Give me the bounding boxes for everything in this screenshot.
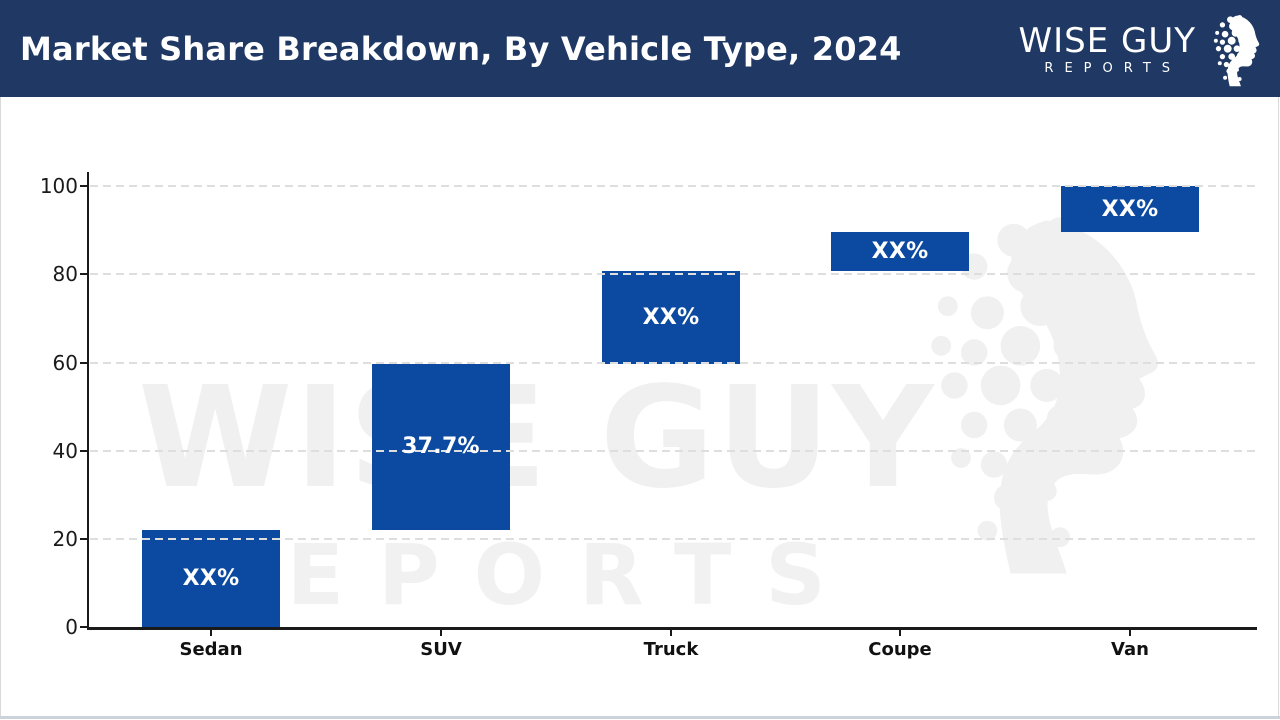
y-tick-label-20: 20 bbox=[52, 526, 78, 551]
watermark-text-2: REPORTS bbox=[188, 526, 860, 624]
x-tick-label-sedan: Sedan bbox=[179, 639, 243, 660]
bar-value-label-sedan: XX% bbox=[182, 566, 240, 591]
y-tick-label-100: 100 bbox=[39, 174, 78, 199]
bar-truck bbox=[602, 271, 740, 364]
bar-sedan bbox=[142, 530, 280, 627]
x-tick-coupe bbox=[899, 630, 901, 636]
x-tick-label-suv: SUV bbox=[420, 639, 462, 660]
bar-value-label-coupe: XX% bbox=[871, 239, 929, 265]
bar-value-label-suv: 37.7% bbox=[402, 434, 480, 460]
brand-logo: WISE GUY REPORTS bbox=[1018, 8, 1266, 92]
gridline-40 bbox=[90, 449, 1257, 452]
y-tick-label-80: 80 bbox=[52, 262, 78, 287]
chart-area: WISE GUY REPORTS 0 20 40 60 80 100 XX% Sedan 37.… bbox=[0, 97, 1280, 716]
y-tick-20 bbox=[80, 537, 88, 540]
x-tick-suv bbox=[440, 630, 442, 636]
y-tick-label-60: 60 bbox=[52, 350, 78, 375]
y-axis-line bbox=[87, 172, 89, 629]
x-tick-label-van: Van bbox=[1111, 639, 1149, 660]
brand-name: WISE GUY bbox=[1018, 21, 1196, 62]
bar-suv bbox=[372, 363, 510, 530]
y-tick-0 bbox=[80, 626, 88, 628]
x-tick-label-truck: Truck bbox=[643, 639, 699, 660]
y-tick-80 bbox=[80, 273, 88, 276]
header-bar: Market Share Breakdown, By Vehicle Type,… bbox=[0, 0, 1280, 97]
x-axis-line bbox=[87, 627, 1257, 630]
x-tick-van bbox=[1129, 630, 1131, 636]
y-tick-40 bbox=[80, 449, 88, 452]
brand-logo-text: WISE GUY REPORTS bbox=[1018, 21, 1196, 76]
x-tick-sedan bbox=[210, 630, 212, 636]
footer-strip bbox=[0, 716, 1280, 719]
brand-subname: REPORTS bbox=[1044, 60, 1182, 76]
y-tick-label-40: 40 bbox=[52, 438, 78, 463]
page-right-border bbox=[1278, 97, 1279, 717]
y-tick-100 bbox=[80, 185, 88, 188]
bar-van bbox=[1061, 186, 1199, 233]
x-tick-truck bbox=[670, 630, 672, 636]
y-tick-60 bbox=[80, 361, 88, 364]
watermark-text-1: WISE GUY bbox=[138, 357, 936, 520]
bar-value-label-truck: XX% bbox=[642, 305, 700, 331]
bar-value-label-van: XX% bbox=[1101, 196, 1159, 222]
bar-coupe bbox=[831, 232, 969, 272]
x-tick-label-coupe: Coupe bbox=[868, 639, 932, 660]
page-left-border bbox=[0, 97, 1, 717]
y-tick-label-0: 0 bbox=[65, 615, 78, 639]
page-title: Market Share Breakdown, By Vehicle Type,… bbox=[20, 29, 902, 68]
